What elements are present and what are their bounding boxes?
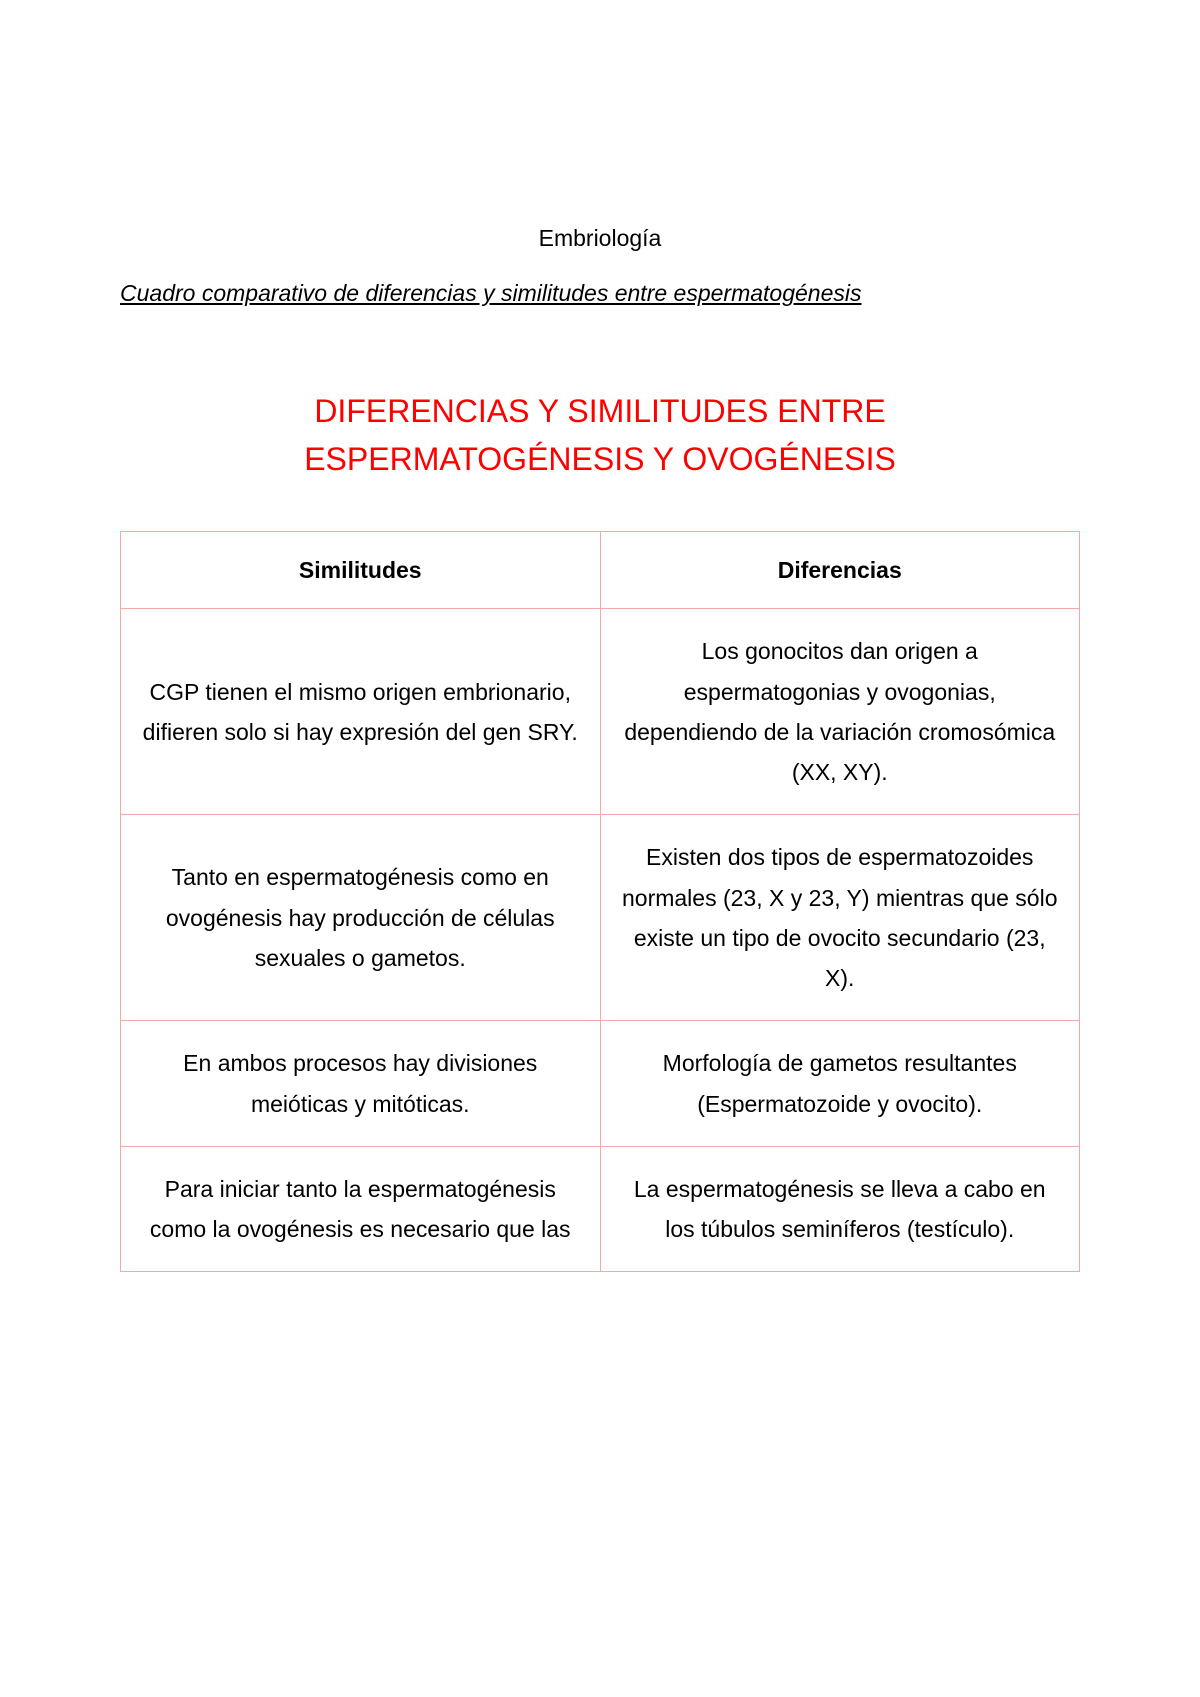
main-title: DIFERENCIAS Y SIMILITUDES ENTRE ESPERMAT… bbox=[120, 387, 1080, 483]
table-cell: En ambos procesos hay divisiones meiótic… bbox=[121, 1021, 601, 1147]
table-row: Para iniciar tanto la espermatogénesis c… bbox=[121, 1146, 1080, 1272]
table-row: En ambos procesos hay divisiones meiótic… bbox=[121, 1021, 1080, 1147]
table-cell: Existen dos tipos de espermatozoides nor… bbox=[600, 815, 1080, 1021]
subtitle-text: Cuadro comparativo de diferencias y simi… bbox=[120, 280, 1080, 307]
table-cell: Para iniciar tanto la espermatogénesis c… bbox=[121, 1146, 601, 1272]
topic-heading: Embriología bbox=[120, 225, 1080, 252]
column-header-diferencias: Diferencias bbox=[600, 532, 1080, 609]
table-cell: La espermatogénesis se lleva a cabo en l… bbox=[600, 1146, 1080, 1272]
column-header-similitudes: Similitudes bbox=[121, 532, 601, 609]
table-cell: Morfología de gametos resultantes (Esper… bbox=[600, 1021, 1080, 1147]
table-cell: Los gonocitos dan origen a espermatogoni… bbox=[600, 609, 1080, 815]
table-cell: Tanto en espermatogénesis como en ovogén… bbox=[121, 815, 601, 1021]
comparison-table: Similitudes Diferencias CGP tienen el mi… bbox=[120, 531, 1080, 1272]
table-row: CGP tienen el mismo origen embrionario, … bbox=[121, 609, 1080, 815]
table-row: Tanto en espermatogénesis como en ovogén… bbox=[121, 815, 1080, 1021]
table-header-row: Similitudes Diferencias bbox=[121, 532, 1080, 609]
table-cell: CGP tienen el mismo origen embrionario, … bbox=[121, 609, 601, 815]
document-page: Embriología Cuadro comparativo de difere… bbox=[0, 0, 1200, 1272]
